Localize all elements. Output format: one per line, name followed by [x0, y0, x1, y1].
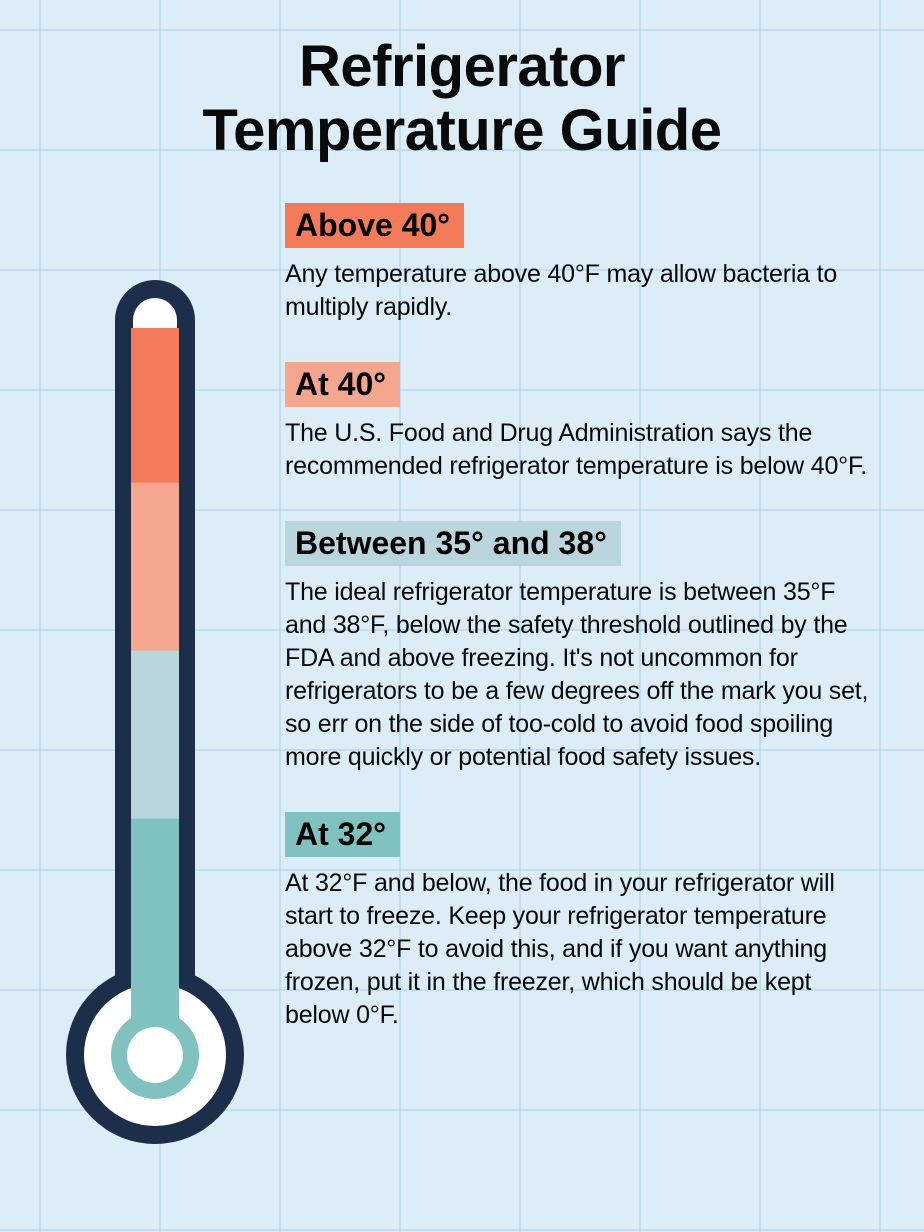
temp-section-3: At 32° At 32°F and below, the food in you…	[285, 812, 874, 1032]
thermometer-icon	[60, 260, 250, 1230]
title-line-2: Temperature Guide	[203, 98, 722, 163]
content-wrapper: Refrigerator Temperature Guide Above 40°…	[0, 0, 924, 1110]
section-heading: Above 40°	[285, 203, 464, 248]
section-body: The U.S. Food and Drug Administration sa…	[285, 417, 874, 483]
temperature-sections: Above 40° Any temperature above 40°F may …	[285, 203, 874, 1032]
temp-section-1: At 40° The U.S. Food and Drug Administrat…	[285, 362, 874, 483]
section-body: At 32°F and below, the food in your refr…	[285, 867, 874, 1032]
temp-section-2: Between 35° and 38° The ideal refrigerato…	[285, 521, 874, 774]
section-heading: At 32°	[285, 812, 400, 857]
page-title: Refrigerator Temperature Guide	[40, 35, 884, 163]
section-body: The ideal refrigerator temperature is be…	[285, 576, 874, 774]
temp-section-0: Above 40° Any temperature above 40°F may …	[285, 203, 874, 324]
title-line-1: Refrigerator	[299, 34, 625, 99]
section-heading: At 40°	[285, 362, 400, 407]
section-heading: Between 35° and 38°	[285, 521, 621, 566]
section-body: Any temperature above 40°F may allow bac…	[285, 258, 874, 324]
